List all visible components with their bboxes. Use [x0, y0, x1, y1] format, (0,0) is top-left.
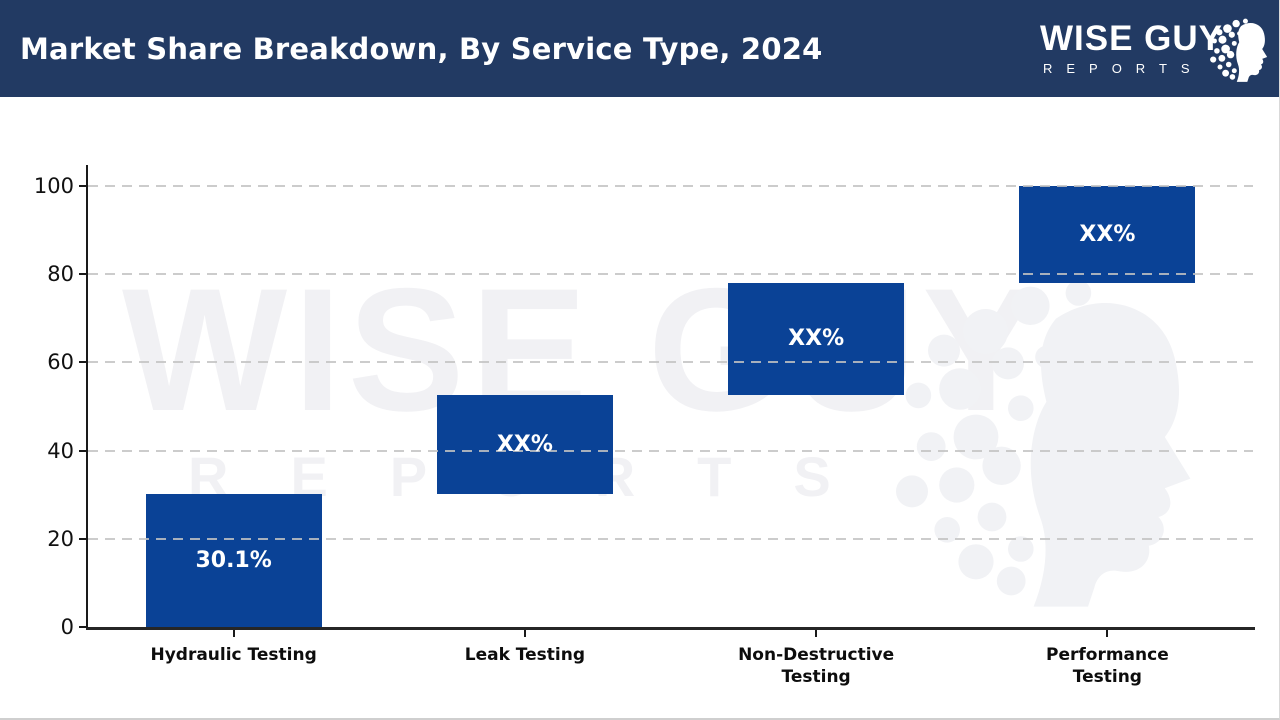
y-axis-line [86, 165, 88, 630]
bar-value-label: XX% [1079, 221, 1136, 247]
y-axis-tick-mark [79, 449, 88, 452]
y-axis-tick-label: 100 [33, 174, 74, 198]
header: Market Share Breakdown, By Service Type,… [0, 0, 1279, 97]
wise-guy-logo: WISE GUY REPORTS [1040, 11, 1279, 87]
y-axis-tick-mark [79, 273, 88, 276]
y-axis-tick-label: 60 [47, 350, 74, 375]
y-axis-tick-label: 40 [47, 438, 74, 463]
y-axis-tick-label: 20 [47, 526, 74, 551]
bar-value-label: XX% [496, 431, 553, 457]
y-axis-tick-mark [79, 626, 88, 628]
gridline-20 [88, 537, 1253, 540]
bar-segment [728, 283, 905, 396]
x-axis-tick-mark [232, 630, 235, 637]
chart-title: Market Share Breakdown, By Service Type,… [20, 31, 823, 66]
x-axis-category-label: Hydraulic Testing [150, 645, 317, 665]
y-axis-tick-mark [79, 537, 88, 540]
bar-segment [436, 395, 613, 495]
y-axis-tick-mark [79, 361, 88, 364]
y-axis-tick-label: 80 [47, 262, 74, 287]
y-axis-tick-label: 0 [60, 615, 74, 639]
gridline-100 [88, 185, 1253, 187]
gridline-60 [88, 361, 1253, 364]
logo-wordmark: WISE GUY REPORTS [1040, 21, 1223, 76]
logo-wordmark-line2: REPORTS [1042, 61, 1204, 76]
x-axis-category-label: Performance Testing [1046, 645, 1169, 688]
x-axis-tick-mark [1106, 630, 1109, 637]
bar-segment [145, 494, 322, 627]
y-axis-tick-mark [79, 185, 88, 187]
x-axis-tick-mark [815, 630, 818, 637]
bar-value-label: 30.1% [195, 547, 272, 573]
x-axis-line [86, 627, 1255, 630]
gridline-40 [88, 449, 1253, 452]
x-axis-category-label: Non-Destructive Testing [738, 645, 895, 688]
plot: 0 20 40 60 80 100 30.1% Hydraulic Testing XX% Lea… [0, 97, 1279, 718]
bar-value-label: XX% [788, 326, 845, 352]
x-axis-tick-mark [523, 630, 526, 637]
x-axis-category-label: Leak Testing [464, 645, 586, 665]
logo-head-icon [1210, 18, 1268, 82]
chart-area: WISE GUY REPORTS 02040608010030.1%Hydrau… [0, 97, 1279, 718]
gridline-80 [88, 273, 1253, 276]
bar-segment [1019, 186, 1196, 284]
logo-wordmark-line1: WISE GUY [1039, 19, 1223, 58]
